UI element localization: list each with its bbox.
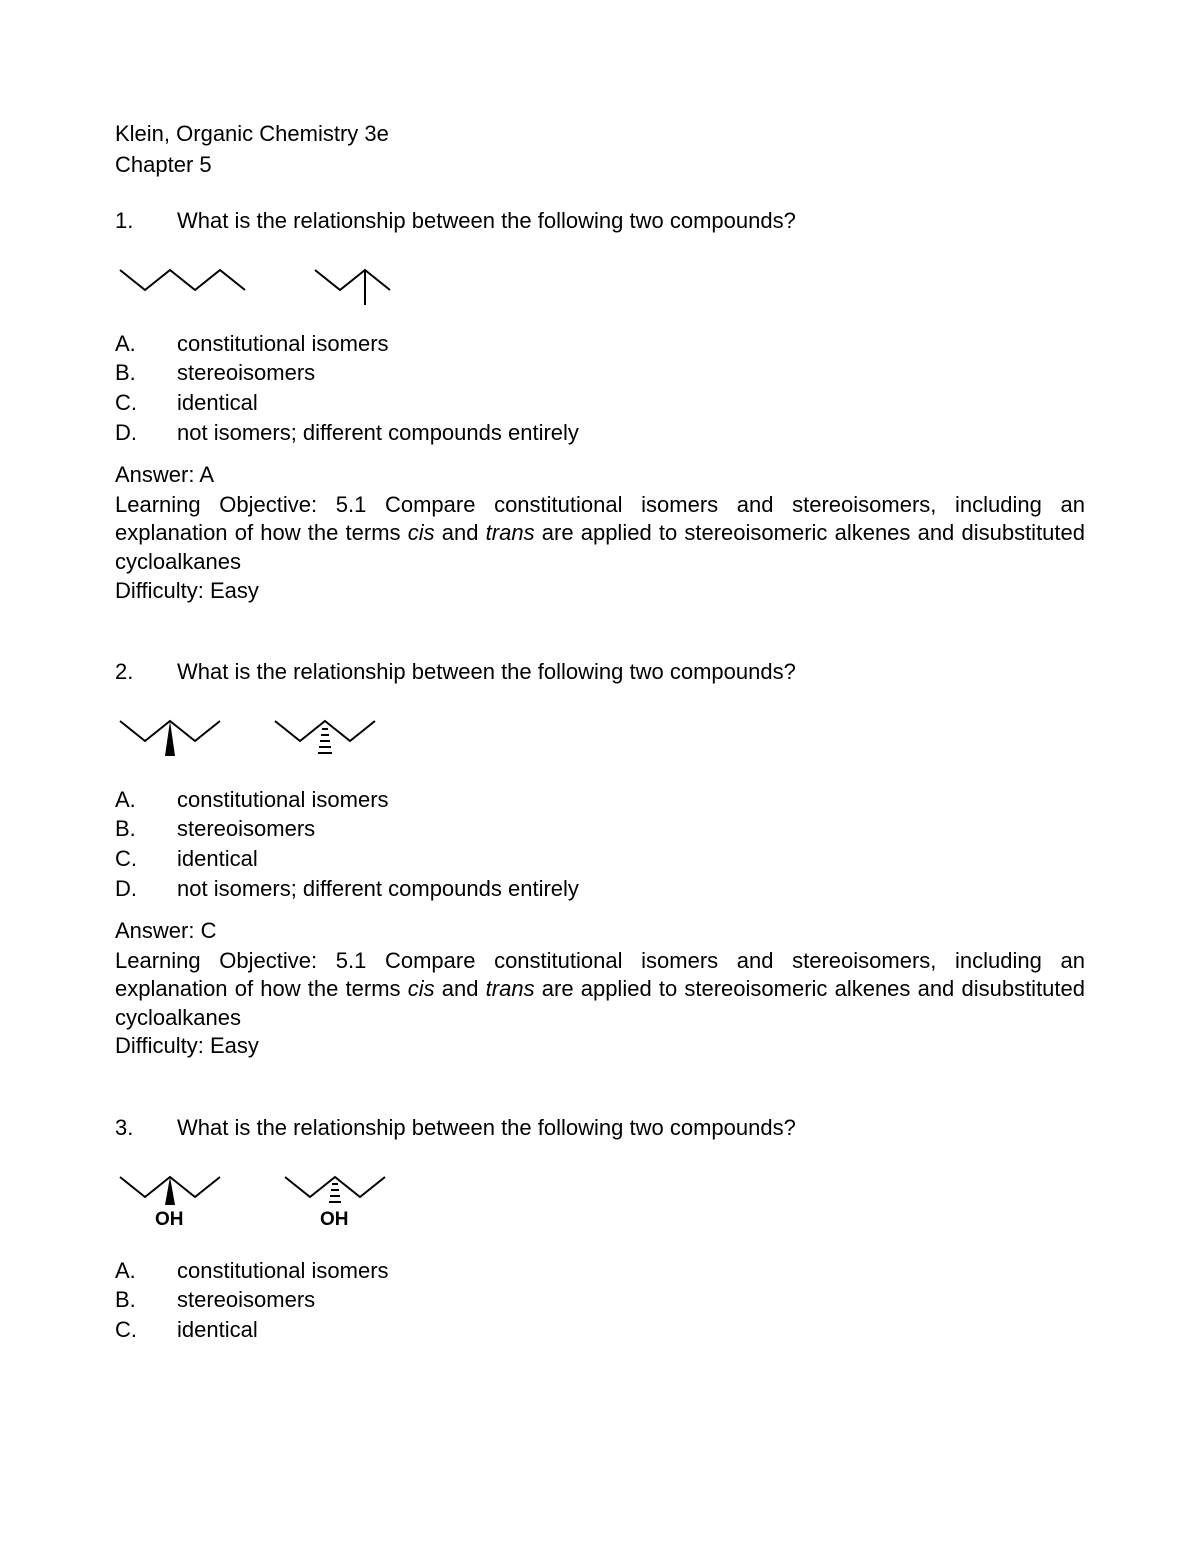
option-text: constitutional isomers	[177, 786, 1085, 815]
learning-objective: Learning Objective: 5.1 Compare constitu…	[115, 947, 1085, 1033]
option-label: D.	[115, 419, 177, 448]
structure-diagram	[115, 701, 1085, 766]
answer-block: Answer: A Learning Objective: 5.1 Compar…	[115, 461, 1085, 605]
option-text: stereoisomers	[177, 1286, 1085, 1315]
question-row: 2. What is the relationship between the …	[115, 658, 1085, 687]
lo-cis: cis	[408, 520, 435, 545]
option-text: constitutional isomers	[177, 330, 1085, 359]
structure-diagram	[115, 250, 1085, 310]
option-label: A.	[115, 786, 177, 815]
option-label: B.	[115, 359, 177, 388]
answer-block: Answer: C Learning Objective: 5.1 Compar…	[115, 917, 1085, 1061]
option-label: C.	[115, 1316, 177, 1345]
structure-diagram: OH OH	[115, 1157, 1085, 1237]
lo-mid: and	[435, 520, 486, 545]
option-row: C. identical	[115, 389, 1085, 418]
question-number: 2.	[115, 658, 177, 687]
book-title: Klein, Organic Chemistry 3e	[115, 120, 1085, 149]
lo-cis: cis	[408, 976, 435, 1001]
question-row: 1. What is the relationship between the …	[115, 207, 1085, 236]
document-page: Klein, Organic Chemistry 3e Chapter 5 1.…	[0, 0, 1200, 1553]
option-text: not isomers; different compounds entirel…	[177, 875, 1085, 904]
option-row: A. constitutional isomers	[115, 330, 1085, 359]
option-text: constitutional isomers	[177, 1257, 1085, 1286]
molecule-svg-q3: OH OH	[115, 1157, 475, 1237]
option-text: stereoisomers	[177, 815, 1085, 844]
option-label: C.	[115, 389, 177, 418]
question-row: 3. What is the relationship between the …	[115, 1114, 1085, 1143]
question-number: 1.	[115, 207, 177, 236]
option-row: D. not isomers; different compounds enti…	[115, 875, 1085, 904]
answer-text: Answer: C	[115, 917, 1085, 946]
learning-objective: Learning Objective: 5.1 Compare constitu…	[115, 491, 1085, 577]
molecule-svg-q1	[115, 250, 475, 310]
difficulty-text: Difficulty: Easy	[115, 577, 1085, 606]
option-row: B. stereoisomers	[115, 1286, 1085, 1315]
option-row: C. identical	[115, 1316, 1085, 1345]
option-text: stereoisomers	[177, 359, 1085, 388]
option-text: identical	[177, 389, 1085, 418]
option-row: B. stereoisomers	[115, 359, 1085, 388]
oh-label: OH	[320, 1209, 349, 1230]
chapter-label: Chapter 5	[115, 151, 1085, 180]
option-label: A.	[115, 330, 177, 359]
oh-label: OH	[155, 1209, 184, 1230]
option-row: C. identical	[115, 845, 1085, 874]
option-label: C.	[115, 845, 177, 874]
option-label: B.	[115, 1286, 177, 1315]
option-text: identical	[177, 845, 1085, 874]
question-text: What is the relationship between the fol…	[177, 1114, 1085, 1143]
option-row: D. not isomers; different compounds enti…	[115, 419, 1085, 448]
question-text: What is the relationship between the fol…	[177, 207, 1085, 236]
lo-trans: trans	[486, 520, 535, 545]
option-label: A.	[115, 1257, 177, 1286]
answer-text: Answer: A	[115, 461, 1085, 490]
question-number: 3.	[115, 1114, 177, 1143]
lo-trans: trans	[486, 976, 535, 1001]
option-label: D.	[115, 875, 177, 904]
option-row: B. stereoisomers	[115, 815, 1085, 844]
option-text: not isomers; different compounds entirel…	[177, 419, 1085, 448]
option-row: A. constitutional isomers	[115, 1257, 1085, 1286]
option-label: B.	[115, 815, 177, 844]
option-row: A. constitutional isomers	[115, 786, 1085, 815]
option-text: identical	[177, 1316, 1085, 1345]
difficulty-text: Difficulty: Easy	[115, 1032, 1085, 1061]
molecule-svg-q2	[115, 701, 475, 766]
lo-mid: and	[435, 976, 486, 1001]
question-text: What is the relationship between the fol…	[177, 658, 1085, 687]
